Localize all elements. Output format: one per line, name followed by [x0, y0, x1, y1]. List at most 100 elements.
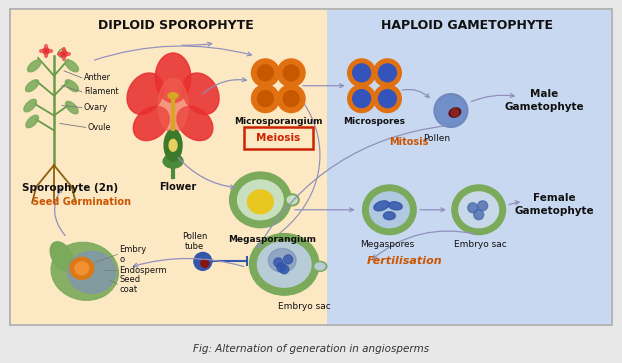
Circle shape [201, 260, 209, 267]
Ellipse shape [133, 106, 169, 140]
Ellipse shape [183, 73, 219, 114]
Circle shape [353, 90, 371, 107]
Text: Mitosis: Mitosis [389, 137, 429, 147]
Circle shape [478, 201, 488, 211]
Text: Ovule: Ovule [88, 123, 111, 132]
Circle shape [43, 48, 49, 54]
Text: Embryo sac: Embryo sac [277, 302, 330, 310]
FancyArrowPatch shape [373, 231, 476, 259]
Ellipse shape [383, 212, 396, 220]
Circle shape [277, 59, 305, 87]
FancyArrowPatch shape [509, 201, 519, 205]
Bar [327, 10, 611, 324]
Circle shape [251, 59, 279, 87]
FancyArrowPatch shape [303, 84, 343, 88]
Circle shape [348, 59, 376, 87]
Circle shape [348, 85, 376, 113]
Circle shape [468, 203, 478, 213]
Circle shape [258, 91, 273, 107]
Ellipse shape [24, 99, 37, 112]
FancyBboxPatch shape [11, 9, 611, 325]
Ellipse shape [62, 48, 65, 53]
FancyArrowPatch shape [295, 208, 353, 212]
Circle shape [283, 91, 299, 107]
Ellipse shape [68, 252, 116, 293]
Text: Seed
coat: Seed coat [119, 274, 141, 294]
Circle shape [274, 258, 283, 267]
Ellipse shape [459, 192, 499, 228]
Ellipse shape [45, 53, 47, 57]
Text: Meiosis: Meiosis [256, 133, 300, 143]
Text: Anther: Anther [84, 73, 111, 82]
Text: Filament: Filament [84, 87, 118, 96]
Ellipse shape [169, 139, 177, 151]
Ellipse shape [26, 115, 39, 128]
Circle shape [280, 265, 289, 274]
Ellipse shape [389, 202, 402, 210]
Ellipse shape [249, 234, 319, 295]
Circle shape [374, 59, 401, 87]
Text: Embryo sac: Embryo sac [454, 240, 507, 249]
Text: HAPLOID GAMETOPHYTE: HAPLOID GAMETOPHYTE [381, 19, 553, 32]
FancyArrowPatch shape [471, 94, 514, 102]
Ellipse shape [57, 53, 62, 56]
FancyArrowPatch shape [55, 188, 65, 236]
FancyArrowPatch shape [133, 258, 244, 267]
Text: Pollen
tube: Pollen tube [182, 232, 208, 251]
Ellipse shape [285, 194, 299, 206]
Ellipse shape [62, 56, 65, 60]
Ellipse shape [230, 172, 291, 228]
Circle shape [194, 252, 211, 270]
Text: Sporophyte (2n): Sporophyte (2n) [22, 183, 118, 193]
Text: Fertilisation: Fertilisation [366, 256, 442, 266]
FancyBboxPatch shape [244, 127, 313, 149]
Ellipse shape [449, 108, 461, 117]
Text: Microsporangium: Microsporangium [234, 117, 322, 126]
Text: Female
Gametophyte: Female Gametophyte [514, 193, 594, 216]
FancyArrowPatch shape [203, 78, 246, 94]
Circle shape [437, 97, 465, 125]
Text: Ovary: Ovary [84, 103, 108, 112]
Ellipse shape [50, 242, 73, 271]
FancyArrowPatch shape [178, 157, 234, 189]
Text: Megasporangium: Megasporangium [228, 235, 317, 244]
Circle shape [434, 94, 468, 127]
Ellipse shape [47, 49, 52, 53]
Ellipse shape [75, 262, 89, 275]
Ellipse shape [40, 49, 45, 53]
Ellipse shape [65, 80, 78, 92]
FancyArrowPatch shape [420, 208, 445, 212]
Ellipse shape [65, 101, 78, 114]
Ellipse shape [156, 53, 191, 103]
Circle shape [374, 85, 401, 113]
Text: Male
Gametophyte: Male Gametophyte [504, 89, 584, 112]
Circle shape [451, 109, 459, 117]
Ellipse shape [168, 93, 178, 99]
Circle shape [283, 65, 299, 81]
Ellipse shape [287, 196, 297, 204]
Text: Fig: Alternation of generation in angiosperms: Fig: Alternation of generation in angios… [193, 344, 429, 354]
Ellipse shape [26, 80, 39, 92]
Ellipse shape [164, 129, 182, 161]
Circle shape [378, 90, 396, 107]
Ellipse shape [238, 180, 283, 220]
Ellipse shape [65, 60, 78, 72]
FancyArrowPatch shape [258, 126, 446, 248]
Ellipse shape [452, 185, 506, 234]
Ellipse shape [163, 154, 183, 168]
FancyArrowPatch shape [95, 46, 251, 60]
Ellipse shape [315, 263, 325, 270]
Text: Seed Germination: Seed Germination [32, 197, 131, 207]
Ellipse shape [363, 185, 416, 234]
Ellipse shape [369, 192, 409, 228]
Circle shape [284, 255, 292, 264]
Ellipse shape [158, 78, 188, 133]
Circle shape [353, 64, 371, 82]
Text: Embry
o: Embry o [119, 245, 147, 264]
Circle shape [251, 85, 279, 113]
Text: DIPLOID SPOROPHYTE: DIPLOID SPOROPHYTE [98, 19, 254, 32]
Circle shape [61, 51, 67, 57]
Ellipse shape [65, 53, 70, 56]
Ellipse shape [258, 241, 311, 287]
Text: Pollen: Pollen [424, 134, 450, 143]
